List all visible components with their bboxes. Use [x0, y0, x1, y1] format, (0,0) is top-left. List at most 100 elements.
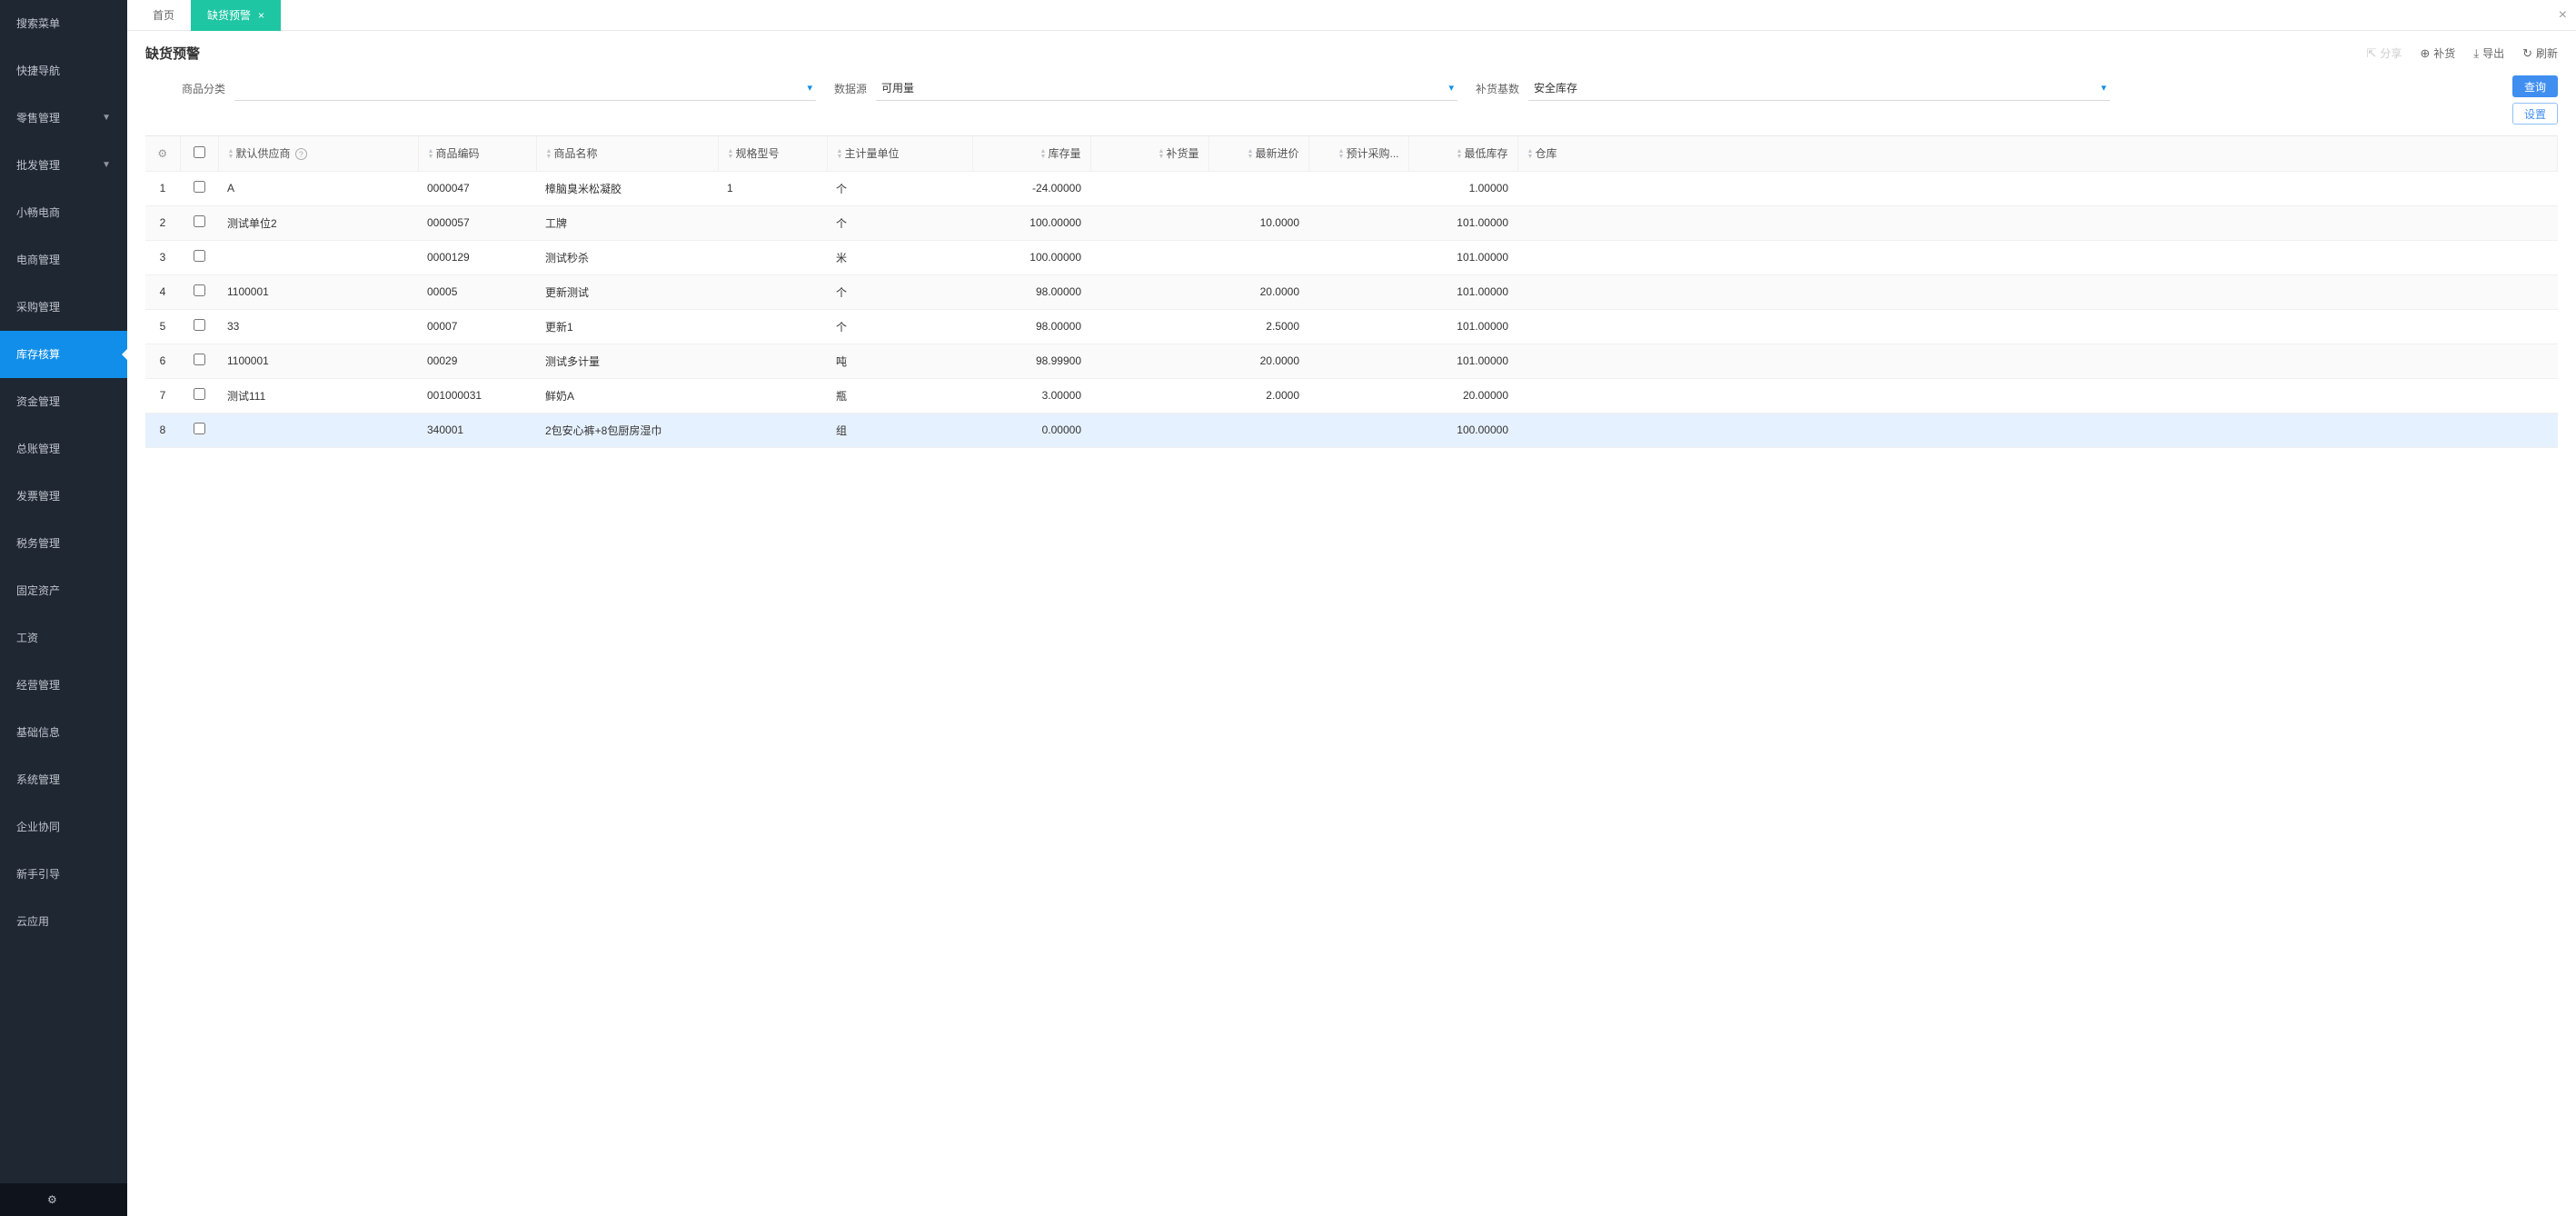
sidebar-item-1[interactable]: 快捷导航 — [0, 47, 127, 95]
table-row[interactable]: 2测试单位20000057工牌个100.0000010.0000101.0000… — [145, 205, 2558, 240]
filter-category: 商品分类 ▾ — [182, 75, 816, 101]
column-label: 补货量 — [1166, 147, 1198, 160]
column-code[interactable]: ▲▼商品编码 — [418, 136, 536, 171]
table-row[interactable]: 30000129测试秒杀米100.00000101.00000 — [145, 240, 2558, 274]
column-estimate[interactable]: ▲▼预计采购... — [1308, 136, 1408, 171]
sort-icon: ▲▼ — [228, 149, 234, 160]
sidebar-item-10[interactable]: 发票管理 — [0, 473, 127, 520]
sidebar-item-13[interactable]: 工资 — [0, 614, 127, 662]
cell-spec — [718, 378, 827, 413]
row-checkbox[interactable] — [194, 423, 205, 434]
row-checkbox[interactable] — [194, 250, 205, 262]
table-wrap: ⚙ ▲▼默认供应商 ?▲▼商品编码▲▼商品名称▲▼规格型号▲▼主计量单位▲▼库存量… — [145, 135, 2558, 1216]
sidebar-item-3[interactable]: 批发管理▼ — [0, 142, 127, 189]
column-replenish[interactable]: ▲▼补货量 — [1090, 136, 1208, 171]
sidebar-item-6[interactable]: 采购管理 — [0, 284, 127, 331]
sidebar-item-14[interactable]: 经营管理 — [0, 662, 127, 709]
data-table: ⚙ ▲▼默认供应商 ?▲▼商品编码▲▼商品名称▲▼规格型号▲▼主计量单位▲▼库存量… — [145, 136, 2558, 448]
cell-supplier: 1100001 — [218, 344, 418, 378]
sidebar-item-label: 经营管理 — [16, 662, 60, 709]
cell-code: 00007 — [418, 309, 536, 344]
sidebar-item-18[interactable]: 新手引导 — [0, 851, 127, 898]
cell-name: 工牌 — [536, 205, 718, 240]
row-index: 8 — [145, 413, 180, 447]
table-row[interactable]: 7测试111001000031鲜奶A瓶3.000002.000020.00000 — [145, 378, 2558, 413]
row-checkbox-cell — [180, 378, 218, 413]
sidebar-item-0[interactable]: 搜索菜单 — [0, 0, 127, 47]
row-checkbox[interactable] — [194, 284, 205, 296]
column-spec[interactable]: ▲▼规格型号 — [718, 136, 827, 171]
row-checkbox-cell — [180, 344, 218, 378]
page: 缺货预警 ⇱ 分享 ⊕ 补货 ⤓ 导出 ↻ — [127, 31, 2576, 1216]
column-price[interactable]: ▲▼最新进价 — [1208, 136, 1308, 171]
cell-name: 更新1 — [536, 309, 718, 344]
row-checkbox[interactable] — [194, 319, 205, 331]
table-row[interactable]: 53300007更新1个98.000002.5000101.00000 — [145, 309, 2558, 344]
sidebar-item-2[interactable]: 零售管理▼ — [0, 95, 127, 142]
row-checkbox[interactable] — [194, 388, 205, 400]
sort-icon: ▲▼ — [1457, 149, 1463, 160]
cell-spec — [718, 240, 827, 274]
column-name[interactable]: ▲▼商品名称 — [536, 136, 718, 171]
close-all-tabs-icon[interactable]: × — [2559, 7, 2567, 24]
row-checkbox[interactable] — [194, 215, 205, 227]
sidebar-item-label: 总账管理 — [16, 425, 60, 473]
table-row[interactable]: 1A0000047樟脑臭米松凝胶1个-24.000001.00000 — [145, 171, 2558, 205]
close-icon[interactable]: × — [258, 0, 264, 31]
query-button[interactable]: 查询 — [2512, 75, 2558, 97]
select-all-checkbox[interactable] — [194, 146, 205, 158]
sidebar-item-4[interactable]: 小畅电商 — [0, 189, 127, 236]
sidebar-item-8[interactable]: 资金管理 — [0, 378, 127, 425]
share-icon: ⇱ — [2366, 46, 2376, 61]
column-unit[interactable]: ▲▼主计量单位 — [827, 136, 972, 171]
export-icon: ⤓ — [2473, 46, 2479, 61]
tab-0[interactable]: 首页 — [136, 0, 191, 31]
sidebar-item-12[interactable]: 固定资产 — [0, 567, 127, 614]
cell-code: 0000047 — [418, 171, 536, 205]
cell-spec — [718, 205, 827, 240]
cell-code: 001000031 — [418, 378, 536, 413]
table-row[interactable]: 83400012包安心裤+8包厨房湿巾组0.00000100.00000 — [145, 413, 2558, 447]
settings-button[interactable]: 设置 — [2512, 103, 2558, 125]
tab-label: 缺货预警 — [207, 0, 251, 31]
row-index: 7 — [145, 378, 180, 413]
refresh-action[interactable]: ↻ 刷新 — [2522, 45, 2558, 61]
sidebar-item-label: 税务管理 — [16, 520, 60, 567]
cell-stock: -24.00000 — [972, 171, 1090, 205]
sidebar-item-15[interactable]: 基础信息 — [0, 709, 127, 756]
sidebar-item-11[interactable]: 税务管理 — [0, 520, 127, 567]
cell-estimate — [1308, 205, 1408, 240]
table-row[interactable]: 4110000100005更新测试个98.0000020.0000101.000… — [145, 274, 2558, 309]
gear-icon[interactable]: ⚙ — [47, 1193, 57, 1206]
column-warehouse[interactable]: ▲▼仓库 — [1517, 136, 2558, 171]
sidebar-item-16[interactable]: 系统管理 — [0, 756, 127, 803]
filter-datasource-select[interactable]: 可用量 ▾ — [876, 75, 1457, 101]
column-settings[interactable]: ⚙ — [145, 136, 180, 171]
column-supplier[interactable]: ▲▼默认供应商 ? — [218, 136, 418, 171]
column-minstock[interactable]: ▲▼最低库存 — [1408, 136, 1517, 171]
sidebar-item-9[interactable]: 总账管理 — [0, 425, 127, 473]
filter-datasource-label: 数据源 — [834, 81, 867, 96]
cell-supplier: 测试单位2 — [218, 205, 418, 240]
cell-estimate — [1308, 274, 1408, 309]
export-label: 导出 — [2482, 45, 2504, 61]
table-row[interactable]: 6110000100029测试多计量吨98.9990020.0000101.00… — [145, 344, 2558, 378]
row-checkbox[interactable] — [194, 181, 205, 193]
export-action[interactable]: ⤓ 导出 — [2473, 45, 2504, 61]
tab-1[interactable]: 缺货预警× — [191, 0, 281, 31]
row-index: 6 — [145, 344, 180, 378]
row-checkbox[interactable] — [194, 354, 205, 365]
cell-supplier: 33 — [218, 309, 418, 344]
sidebar-item-19[interactable]: 云应用 — [0, 898, 127, 945]
row-checkbox-cell — [180, 240, 218, 274]
filter-category-select[interactable]: ▾ — [234, 75, 816, 101]
replenish-action[interactable]: ⊕ 补货 — [2420, 45, 2455, 61]
sidebar-item-7[interactable]: 库存核算 — [0, 331, 127, 378]
column-stock[interactable]: ▲▼库存量 — [972, 136, 1090, 171]
sidebar-item-5[interactable]: 电商管理 — [0, 236, 127, 284]
sidebar-item-17[interactable]: 企业协同 — [0, 803, 127, 851]
cell-stock: 100.00000 — [972, 240, 1090, 274]
filter-basis-select[interactable]: 安全库存 ▾ — [1528, 75, 2110, 101]
cell-price: 2.0000 — [1208, 378, 1308, 413]
help-icon[interactable]: ? — [295, 148, 307, 160]
